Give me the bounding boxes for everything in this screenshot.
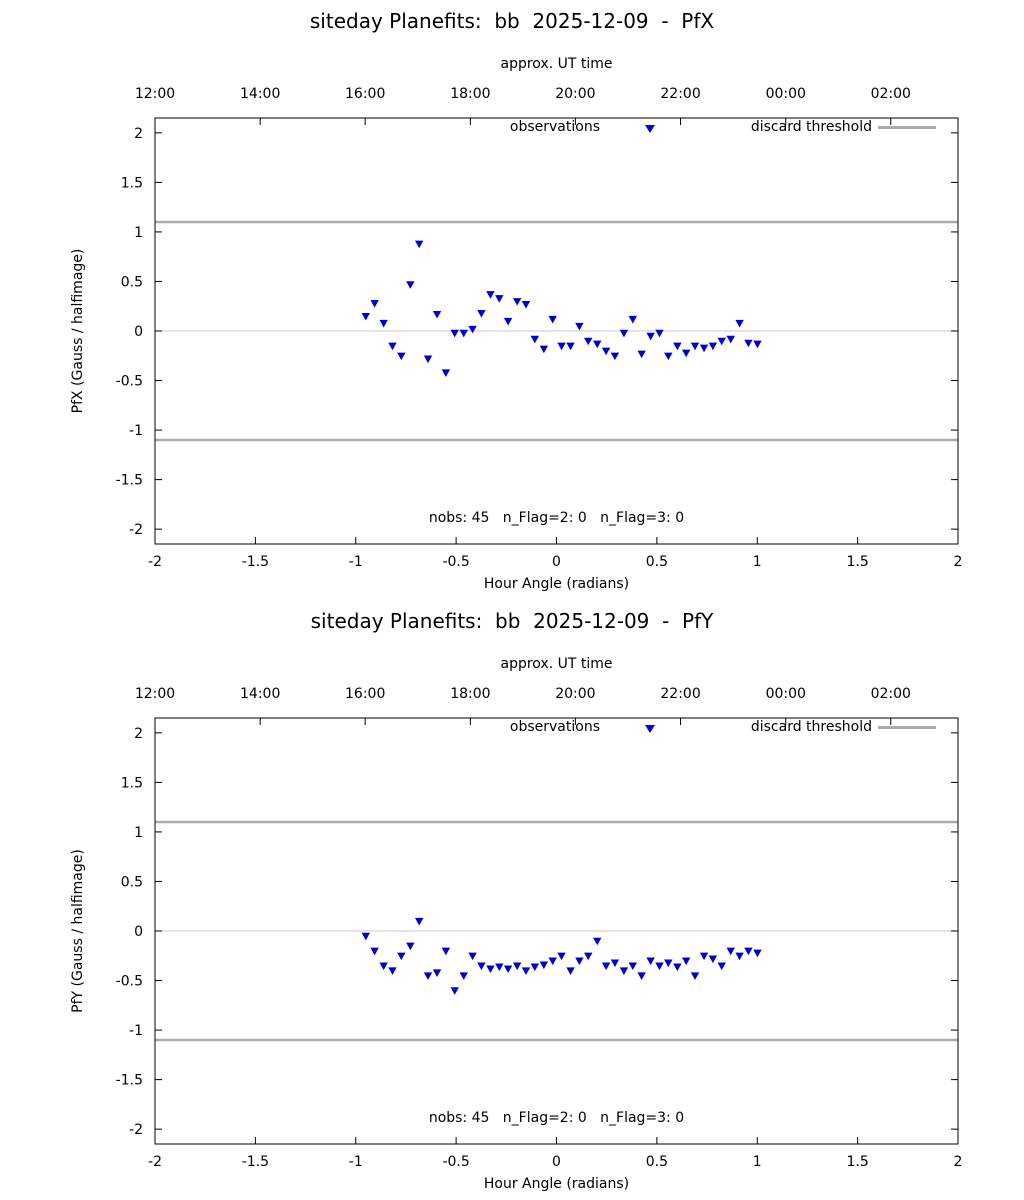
observations-triangle-icon [645, 725, 655, 733]
svg-text:00:00: 00:00 [766, 86, 806, 102]
svg-text:0: 0 [552, 554, 561, 570]
legend-observations-label: observations [509, 119, 600, 135]
pfx-chart: -2 -1.5 -1 -0.5 0 0.5 1 1.5 2 -2 -1.5 -1 -0.5 0 0.5 1 1.… [70, 9, 963, 592]
pfx-x-axis-label: Hour Angle (radians) [483, 576, 630, 592]
svg-text:14:00: 14:00 [240, 686, 280, 702]
svg-text:1.5: 1.5 [121, 775, 143, 791]
svg-text:0: 0 [552, 1154, 561, 1170]
pfx-plot-canvas: -2 -1.5 -1 -0.5 0 0.5 1 1.5 2 -2 -1.5 -1 -0.5 0 0.5 1 1.… [116, 86, 963, 570]
svg-text:-1: -1 [129, 1023, 143, 1039]
svg-text:-2: -2 [148, 1154, 162, 1170]
svg-text:1: 1 [753, 1154, 762, 1170]
pfy-chart: -2 -1.5 -1 -0.5 0 0.5 1 1.5 2 -2 -1.5 -1 -0.5 0 0.5 1 1.… [0, 600, 1024, 1200]
svg-text:22:00: 22:00 [660, 86, 700, 102]
pfx-y-axis-label: PfX (Gauss / halfimage) [70, 248, 86, 414]
svg-text:-1: -1 [349, 1154, 363, 1170]
svg-text:nobs: 45 n_Flag=2: 0 n_Fla: nobs: 45 n_Flag=2: 0 n_Flag=3: 0 [429, 1110, 684, 1126]
svg-text:1: 1 [753, 554, 762, 570]
svg-text:16:00: 16:00 [345, 686, 385, 702]
svg-text:-0.5: -0.5 [442, 1154, 469, 1170]
svg-text:12:00: 12:00 [135, 686, 175, 702]
svg-text:2: 2 [134, 126, 143, 142]
threshold-line-icon [878, 726, 936, 729]
pfx-top-axis-label: approx. UT time [500, 56, 613, 72]
svg-text:14:00: 14:00 [240, 86, 280, 102]
svg-text:16:00: 16:00 [345, 86, 385, 102]
svg-text:02:00: 02:00 [871, 86, 911, 102]
svg-text:22:00: 22:00 [660, 686, 700, 702]
svg-text:-2: -2 [129, 522, 143, 538]
legend-threshold-label: discard threshold [750, 719, 872, 735]
svg-text:0.5: 0.5 [646, 554, 668, 570]
pfy-chart-title: siteday Planefits: bb 2025-12-09 - PfY [310, 609, 714, 633]
svg-text:-0.5: -0.5 [116, 374, 143, 390]
svg-text:18:00: 18:00 [450, 686, 490, 702]
svg-text:2: 2 [134, 726, 143, 742]
svg-text:-1.5: -1.5 [242, 1154, 269, 1170]
svg-text:-2: -2 [129, 1122, 143, 1138]
svg-text:00:00: 00:00 [766, 686, 806, 702]
svg-text:0.5: 0.5 [121, 274, 143, 290]
svg-text:2: 2 [954, 1154, 963, 1170]
pfy-top-axis-label: approx. UT time [500, 656, 613, 672]
svg-text:1.5: 1.5 [846, 554, 868, 570]
svg-text:-1.5: -1.5 [116, 1073, 143, 1089]
svg-text:0: 0 [134, 924, 143, 940]
svg-text:18:00: 18:00 [450, 86, 490, 102]
svg-text:-2: -2 [148, 554, 162, 570]
pfx-chart-title: siteday Planefits: bb 2025-12-09 - PfX [309, 9, 715, 33]
svg-text:-0.5: -0.5 [442, 554, 469, 570]
svg-text:-1: -1 [349, 554, 363, 570]
svg-text:-1: -1 [129, 423, 143, 439]
svg-text:nobs: 45 n_Flag=2: 0 n_Fla: nobs: 45 n_Flag=2: 0 n_Flag=3: 0 [429, 510, 684, 526]
svg-text:1.5: 1.5 [846, 1154, 868, 1170]
svg-text:0.5: 0.5 [646, 1154, 668, 1170]
svg-text:12:00: 12:00 [135, 86, 175, 102]
svg-text:20:00: 20:00 [555, 86, 595, 102]
svg-text:0: 0 [134, 324, 143, 340]
observations-triangle-icon [645, 125, 655, 133]
threshold-line-icon [878, 126, 936, 129]
svg-text:02:00: 02:00 [871, 686, 911, 702]
svg-text:1: 1 [134, 825, 143, 841]
svg-text:20:00: 20:00 [555, 686, 595, 702]
legend-observations-label: observations [509, 719, 600, 735]
pfy-plot-canvas: -2 -1.5 -1 -0.5 0 0.5 1 1.5 2 -2 -1.5 -1 -0.5 0 0.5 1 1.… [116, 686, 963, 1170]
svg-text:2: 2 [954, 554, 963, 570]
svg-text:1.5: 1.5 [121, 175, 143, 191]
svg-text:0.5: 0.5 [121, 874, 143, 890]
svg-text:1: 1 [134, 225, 143, 241]
svg-text:-1.5: -1.5 [116, 473, 143, 489]
svg-text:-0.5: -0.5 [116, 974, 143, 990]
pfy-x-axis-label: Hour Angle (radians) [483, 1176, 630, 1192]
pfy-y-axis-label: PfY (Gauss / halfimage) [70, 849, 86, 1013]
svg-text:-1.5: -1.5 [242, 554, 269, 570]
legend-threshold-label: discard threshold [750, 119, 872, 135]
